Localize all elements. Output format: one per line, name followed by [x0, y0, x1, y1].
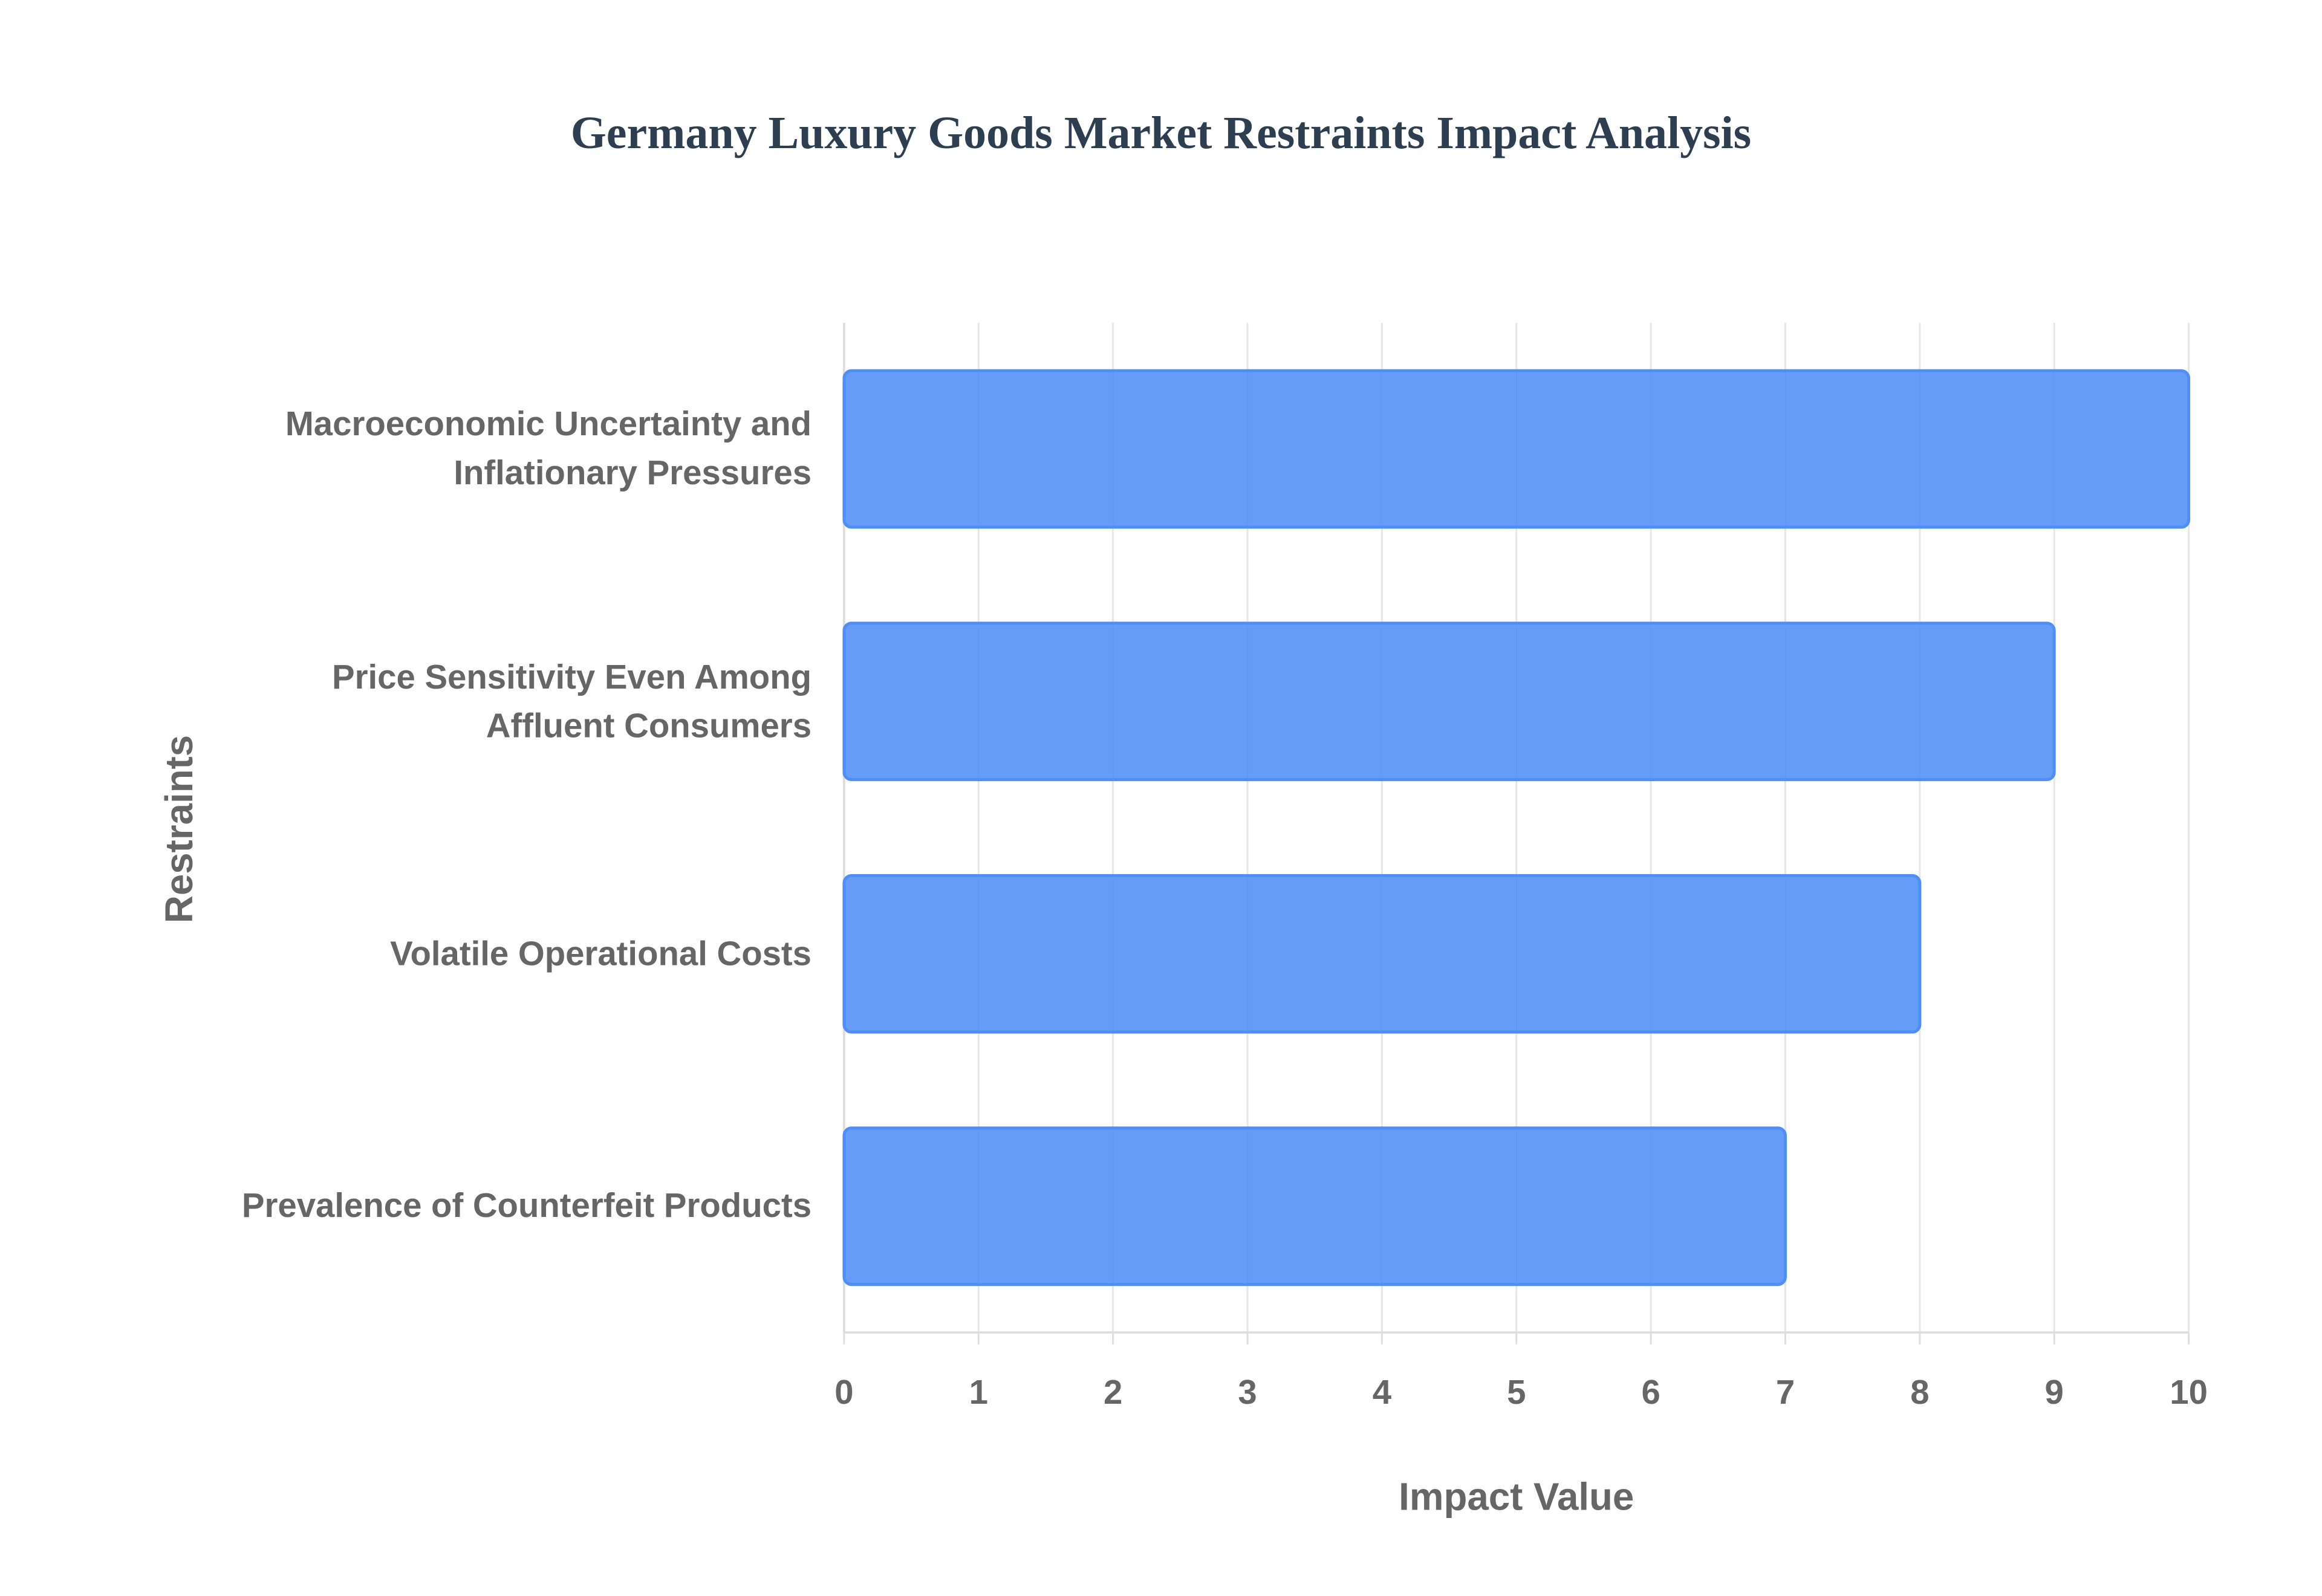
y-tick-label-box: Prevalence of Counterfeit Products [241, 1186, 812, 1225]
y-tick-label: Price Sensitivity Even Among Affluent Co… [332, 657, 812, 745]
bar [842, 621, 2056, 782]
y-tick-label: Prevalence of Counterfeit Products [241, 1186, 812, 1225]
x-axis-title: Impact Value [1399, 1476, 1634, 1519]
y-tick-label-box: Price Sensitivity Even Among Affluent Co… [332, 657, 812, 745]
y-tick-label-box: Macroeconomic Uncertainty and Inflationa… [285, 404, 812, 492]
x-tick-label: 7 [1776, 1373, 1795, 1411]
chart-title: Germany Luxury Goods Market Restraints I… [571, 108, 1751, 158]
x-tick-label: 10 [2170, 1373, 2208, 1411]
bar [842, 1126, 1787, 1286]
y-tick-label: Volatile Operational Costs [390, 933, 812, 973]
x-tick-label: 8 [1910, 1373, 1929, 1411]
x-tick-label: 3 [1238, 1373, 1257, 1411]
y-tick-label: Macroeconomic Uncertainty and Inflationa… [285, 404, 812, 492]
y-axis-title: Restraints [158, 735, 201, 923]
x-tick-label: 1 [969, 1373, 988, 1411]
bar [842, 874, 1922, 1034]
x-tick-label: 4 [1373, 1373, 1392, 1411]
y-tick-label-box: Volatile Operational Costs [390, 933, 812, 973]
x-tick-label: 5 [1507, 1373, 1526, 1411]
x-tick-label: 6 [1641, 1373, 1660, 1411]
x-tick-label: 9 [2045, 1373, 2064, 1411]
x-tick-label: 0 [834, 1373, 853, 1411]
x-tick-label: 2 [1104, 1373, 1122, 1411]
bar [842, 369, 2191, 529]
